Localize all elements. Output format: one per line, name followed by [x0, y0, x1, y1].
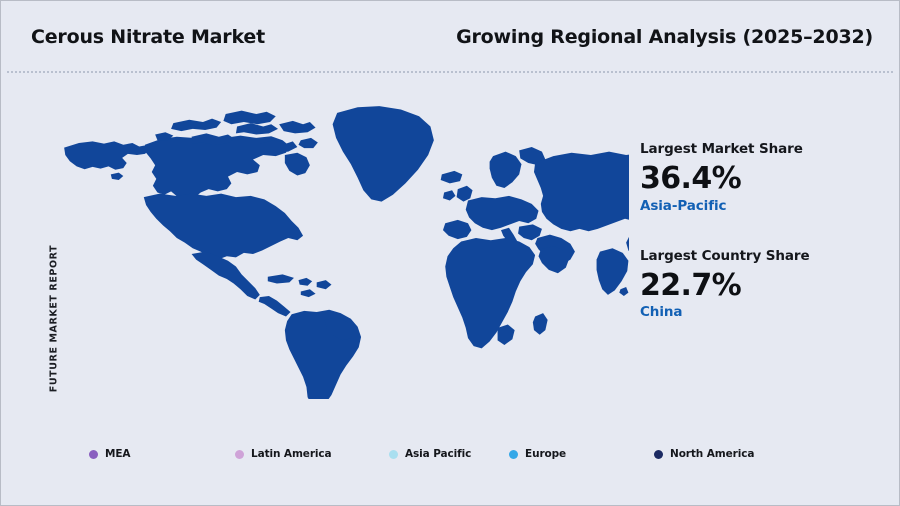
header-divider: [7, 71, 893, 73]
stat-block-market-share: Largest Market Share 36.4% Asia-Pacific: [640, 141, 890, 214]
legend: MEA Latin America Asia Pacific Europe No…: [89, 448, 789, 466]
stat-label-country-share: Largest Country Share: [640, 247, 810, 264]
stat-value-market-share: 36.4%: [640, 161, 742, 196]
stat-block-country-share: Largest Country Share 22.7% China: [640, 248, 890, 321]
header-bar: Cerous Nitrate Market Growing Regional A…: [1, 1, 899, 72]
legend-label-asia-pacific: Asia Pacific: [405, 448, 472, 460]
legend-label-europe: Europe: [525, 448, 567, 460]
legend-item-europe: Europe: [509, 448, 566, 460]
legend-dot-north-america: [654, 449, 663, 459]
legend-item-mea: MEA: [89, 448, 131, 460]
legend-item-north-america: North America: [654, 448, 754, 460]
legend-label-mea: MEA: [105, 448, 131, 460]
legend-dot-latin-america: [235, 449, 244, 459]
vertical-brand-label: FUTURE MARKET REPORT: [48, 244, 60, 393]
legend-item-asia-pacific: Asia Pacific: [389, 448, 471, 460]
stats-panel: Largest Market Share 36.4% Asia-Pacific …: [640, 141, 890, 320]
legend-label-latin-america: Latin America: [251, 448, 332, 460]
stat-sub-market-share: Asia-Pacific: [640, 197, 727, 214]
page-title: Cerous Nitrate Market: [31, 25, 265, 48]
legend-dot-asia-pacific: [389, 449, 398, 459]
stat-sub-country-share: China: [640, 304, 683, 320]
legend-dot-europe: [509, 449, 518, 459]
legend-dot-mea: [89, 449, 98, 459]
legend-item-latin-america: Latin America: [235, 448, 332, 460]
stat-value-country-share: 22.7%: [640, 267, 742, 303]
map-landmasses: [64, 106, 629, 399]
world-map: [59, 89, 629, 399]
world-map-svg: [64, 106, 629, 399]
legend-label-north-america: North America: [670, 448, 755, 460]
stat-label-market-share: Largest Market Share: [640, 141, 803, 157]
header-subtitle: Growing Regional Analysis (2025–2032): [456, 25, 873, 48]
